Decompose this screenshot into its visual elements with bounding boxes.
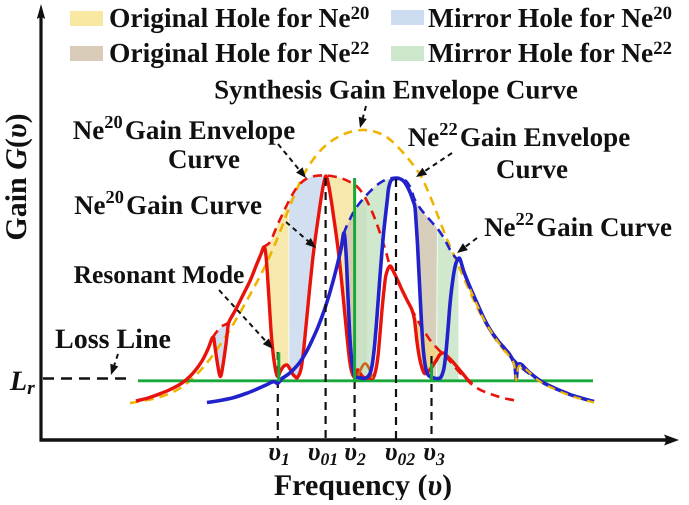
svg-text:Gain G(υ): Gain G(υ) bbox=[0, 113, 33, 240]
svg-text:Curve: Curve bbox=[496, 154, 568, 184]
svg-text:Original Hole for Ne22: Original Hole for Ne22 bbox=[109, 37, 372, 69]
svg-text:Resonant Mode: Resonant Mode bbox=[74, 260, 245, 289]
svg-text:Loss Line: Loss Line bbox=[55, 324, 171, 355]
svg-text:Ne20 Gain Envelope: Ne20 Gain Envelope bbox=[73, 112, 295, 145]
svg-text:Curve: Curve bbox=[168, 144, 240, 174]
svg-text:Original Hole for Ne20: Original Hole for Ne20 bbox=[109, 2, 372, 34]
svg-text:Mirror Hole for Ne22: Mirror Hole for Ne22 bbox=[428, 37, 674, 68]
svg-text:Ne22 Gain Curve: Ne22 Gain Curve bbox=[484, 209, 672, 242]
svg-text:Frequency (υ): Frequency (υ) bbox=[274, 469, 452, 500]
svg-text:Ne20 Gain Curve: Ne20 Gain Curve bbox=[74, 187, 262, 220]
svg-text:Mirror Hole for Ne20: Mirror Hole for Ne20 bbox=[428, 2, 674, 33]
svg-text:Synthesis Gain Envelope Curve: Synthesis Gain Envelope Curve bbox=[214, 75, 578, 105]
